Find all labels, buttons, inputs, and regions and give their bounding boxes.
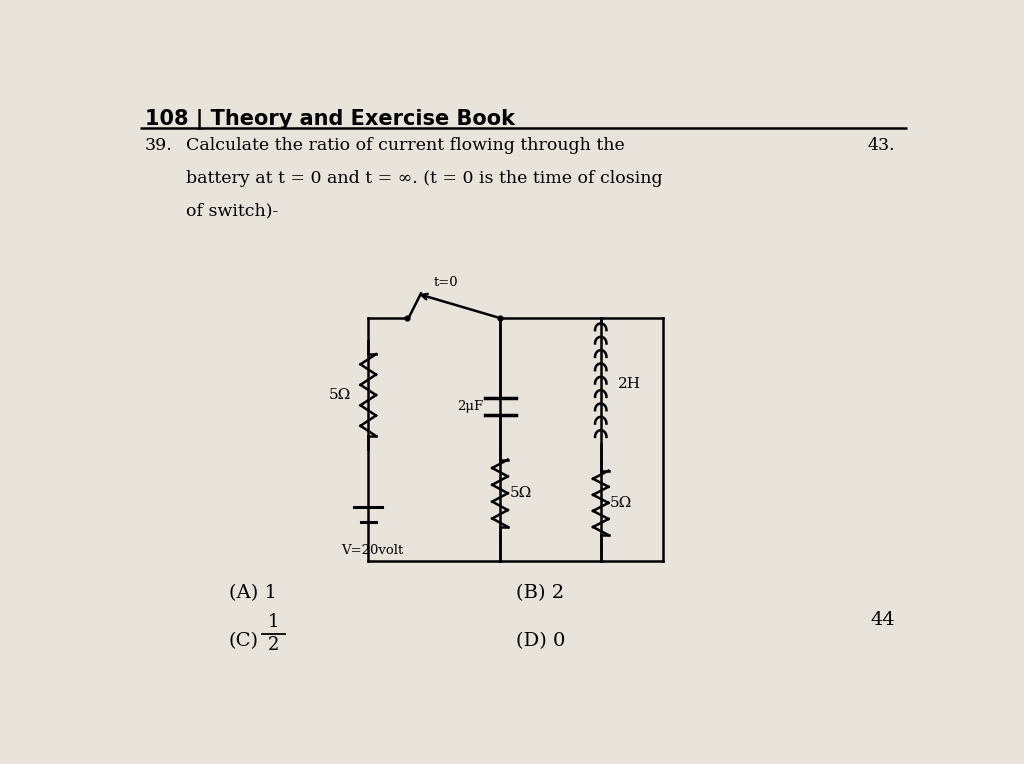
Text: t=0: t=0 xyxy=(434,276,459,289)
Text: V=20volt: V=20volt xyxy=(341,544,403,557)
Text: 5Ω: 5Ω xyxy=(610,496,632,510)
Text: 39.: 39. xyxy=(145,137,173,154)
Text: 2μF: 2μF xyxy=(457,400,483,413)
Text: 5Ω: 5Ω xyxy=(509,486,531,500)
Text: 2: 2 xyxy=(268,636,280,654)
Text: 108 | Theory and Exercise Book: 108 | Theory and Exercise Book xyxy=(145,108,515,130)
Text: 2H: 2H xyxy=(617,377,641,390)
Text: (B) 2: (B) 2 xyxy=(515,584,563,602)
Text: 44: 44 xyxy=(870,610,895,629)
Text: 43.: 43. xyxy=(867,137,895,154)
Text: (A) 1: (A) 1 xyxy=(228,584,276,602)
Text: battery at t = 0 and t = ∞. (t = 0 is the time of closing: battery at t = 0 and t = ∞. (t = 0 is th… xyxy=(186,170,663,187)
Text: (C): (C) xyxy=(228,633,259,650)
Text: Calculate the ratio of current flowing through the: Calculate the ratio of current flowing t… xyxy=(186,137,625,154)
Text: 1: 1 xyxy=(268,613,280,632)
Text: of switch)-: of switch)- xyxy=(186,202,279,219)
Text: (D) 0: (D) 0 xyxy=(515,633,565,650)
Text: 5Ω: 5Ω xyxy=(329,388,351,402)
